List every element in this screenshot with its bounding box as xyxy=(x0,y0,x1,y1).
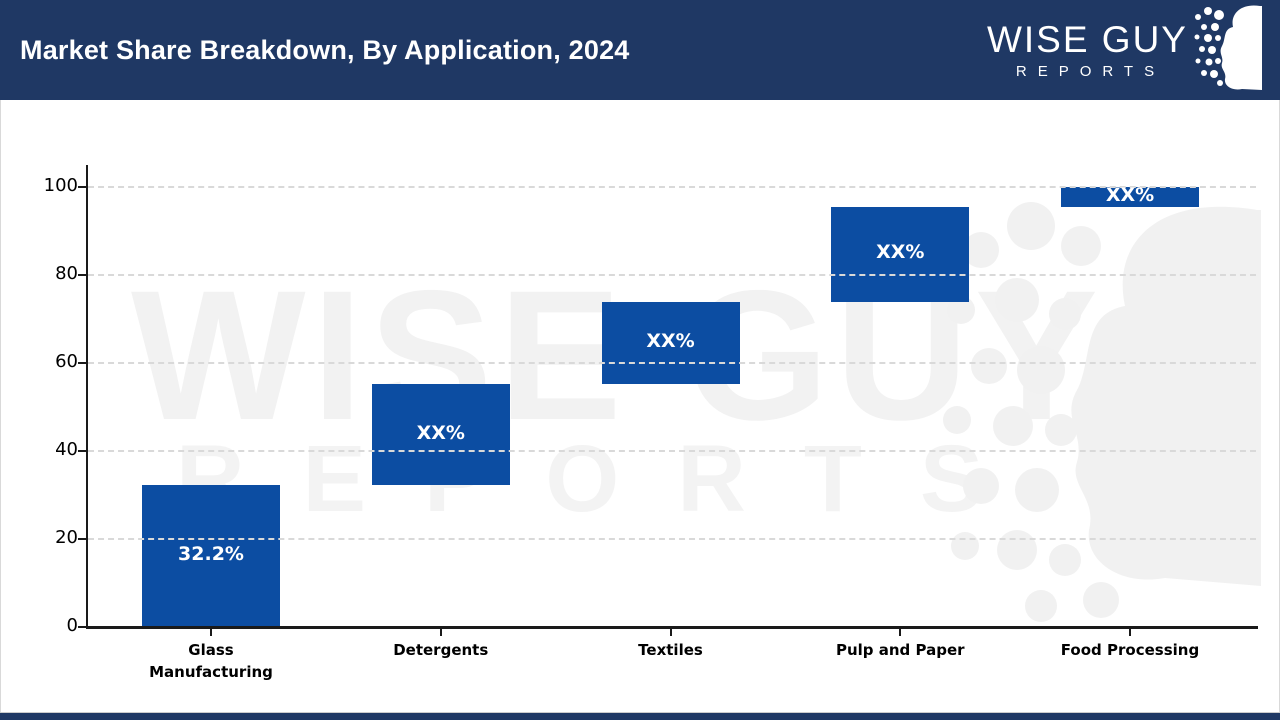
x-tick-mark-glass-manufacturing xyxy=(210,627,212,636)
bar-value-label-textiles: XX% xyxy=(646,329,695,352)
bottom-divider xyxy=(0,712,1280,713)
x-category-label-detergents: Detergents xyxy=(393,641,489,659)
x-tick-mark-food-processing xyxy=(1129,627,1131,636)
y-tick-label-0: 0 xyxy=(66,615,78,636)
gridline-80 xyxy=(88,274,1256,276)
gridline-20 xyxy=(88,538,1256,540)
wiseguy-logo: WISE GUY REPORTS xyxy=(987,5,1262,95)
gridline-60 xyxy=(88,362,1256,364)
bar-textiles xyxy=(601,301,740,385)
x-category-label-food-processing: Food Processing xyxy=(1060,641,1200,659)
logo-wordmark: WISE GUY xyxy=(986,19,1188,60)
y-tick-mark-0 xyxy=(78,626,86,628)
x-axis-line xyxy=(86,626,1258,629)
y-tick-label-100: 100 xyxy=(43,175,78,196)
y-tick-label-60: 60 xyxy=(55,351,78,372)
logo-subtitle: REPORTS xyxy=(1015,63,1166,80)
x-category-label-textiles: Textiles xyxy=(638,641,703,659)
header-bar: Market Share Breakdown, By Application, … xyxy=(0,0,1280,100)
bar-glass-manufacturing xyxy=(142,485,280,627)
y-tick-label-40: 40 xyxy=(55,439,78,460)
watermark-subtitle: REPORTS xyxy=(176,426,1042,532)
bar-value-label-food-processing: XX% xyxy=(1105,183,1155,206)
gridline-100 xyxy=(88,186,1256,188)
x-tick-mark-detergents xyxy=(439,627,442,636)
bar-value-label-pulp-and-paper: XX% xyxy=(876,241,925,264)
page-title: Market Share Breakdown, By Application, … xyxy=(20,34,630,65)
wiseguy-face-icon xyxy=(1190,5,1262,95)
y-tick-mark-100 xyxy=(78,186,86,188)
x-category-label-glass-manufacturing: Glass Manufacturing xyxy=(149,641,273,681)
bar-detergents xyxy=(371,384,510,486)
bar-value-label-glass-manufacturing: 32.2% xyxy=(178,543,244,566)
y-tick-mark-80 xyxy=(78,274,86,276)
bar-value-label-detergents: XX% xyxy=(416,421,465,444)
x-tick-mark-pulp-and-paper xyxy=(899,627,902,636)
wiseguy-logo-text: WISE GUY REPORTS xyxy=(987,21,1188,79)
x-tick-mark-textiles xyxy=(669,627,672,636)
y-tick-label-20: 20 xyxy=(55,527,78,548)
bar-pulp-and-paper xyxy=(831,206,970,302)
footer-bar xyxy=(0,713,1280,720)
y-tick-label-80: 80 xyxy=(55,263,78,284)
y-tick-mark-20 xyxy=(78,538,86,540)
gridline-40 xyxy=(88,450,1256,452)
y-tick-mark-60 xyxy=(78,362,86,364)
bar-food-processing xyxy=(1061,187,1199,207)
y-axis-line xyxy=(86,165,88,627)
watermark-face-icon xyxy=(921,190,1261,634)
y-tick-mark-40 xyxy=(78,450,86,452)
x-category-label-pulp-and-paper: Pulp and Paper xyxy=(835,641,965,659)
